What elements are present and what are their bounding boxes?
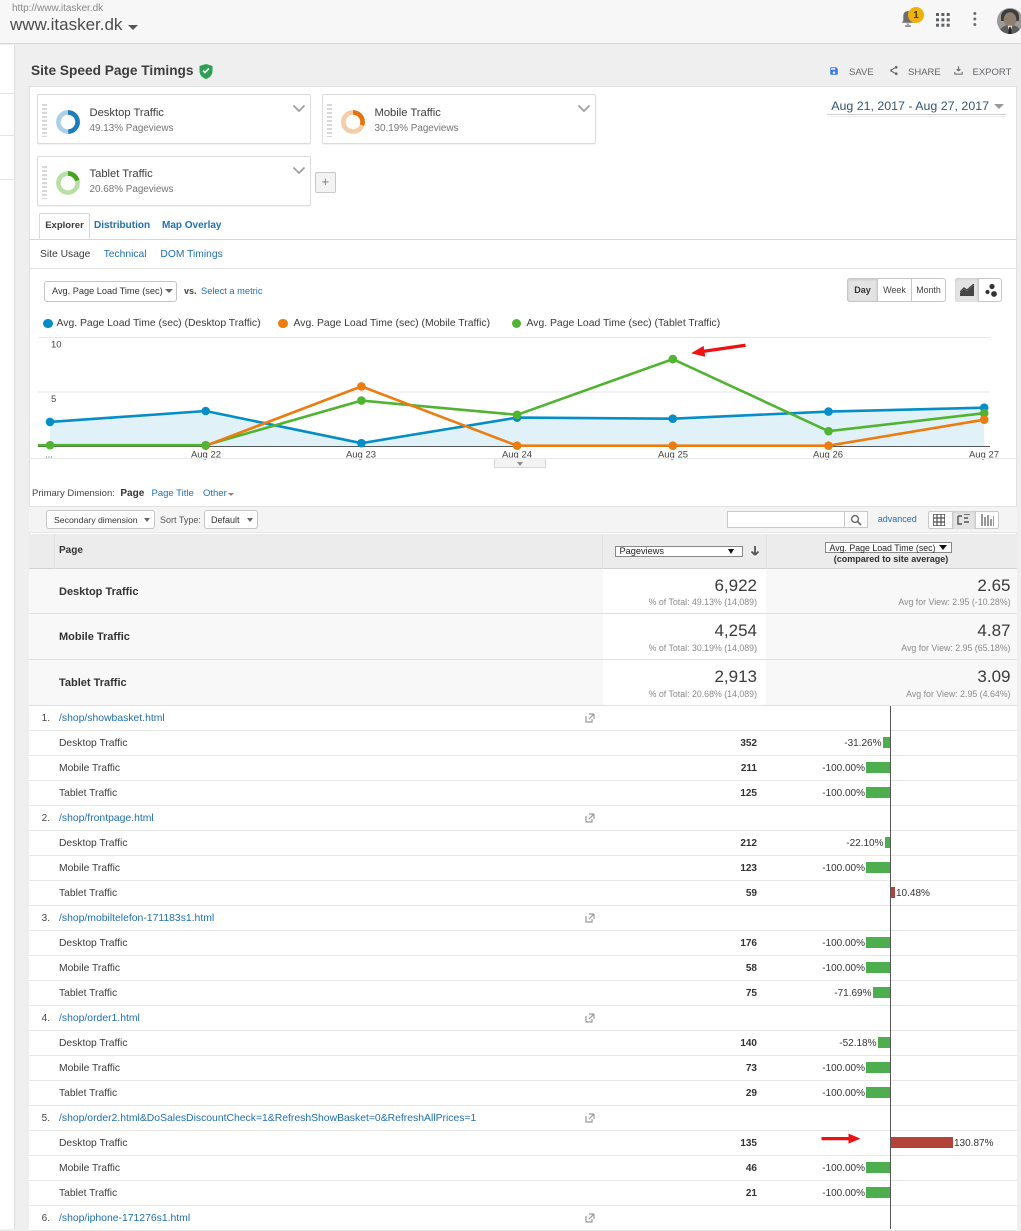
svg-text:5: 5 — [51, 394, 56, 405]
svg-text:10: 10 — [51, 340, 62, 351]
